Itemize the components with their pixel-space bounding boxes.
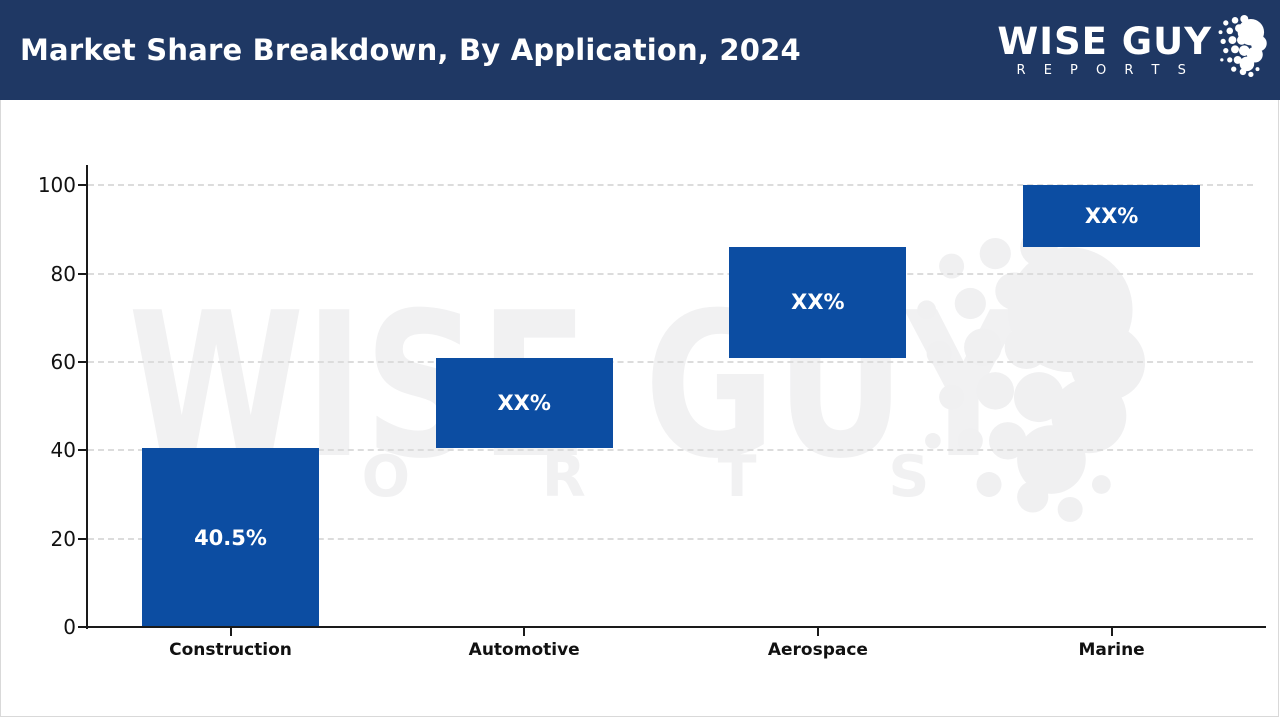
header-bar: Market Share Breakdown, By Application, … [0, 0, 1280, 100]
x-axis [86, 626, 1266, 628]
x-category-label: Construction [169, 640, 292, 660]
y-gridline [88, 537, 1253, 540]
bar: XX% [435, 357, 613, 449]
y-tick-mark [78, 449, 86, 452]
y-gridline [88, 360, 1253, 363]
x-tick-mark [816, 628, 819, 636]
y-tick-mark [78, 537, 86, 540]
x-tick-mark [523, 628, 526, 636]
wiseguy-logo: WISE GUY R E P O R T S [997, 12, 1272, 88]
bar-value-label: XX% [791, 290, 845, 315]
wiseguy-face-icon [1218, 15, 1267, 78]
y-tick-label: 60 [50, 349, 76, 374]
y-gridline [88, 449, 1253, 452]
x-category-label: Automotive [468, 640, 580, 660]
bar-value-label: XX% [497, 390, 551, 415]
y-tick-label: 100 [37, 173, 76, 198]
y-tick-mark [78, 184, 86, 187]
x-tick-mark [229, 628, 232, 636]
bar: XX% [1023, 185, 1201, 248]
y-tick-label: 80 [50, 261, 76, 286]
bar: 40.5% [142, 448, 319, 627]
x-category-label: Aerospace [767, 640, 868, 660]
y-gridline [88, 272, 1253, 275]
y-tick-mark [78, 626, 86, 628]
x-tick-mark [1110, 628, 1113, 636]
y-tick-mark [78, 360, 86, 363]
y-tick-label: 0 [63, 615, 76, 639]
bar-value-label: 40.5% [194, 525, 267, 550]
wiseguy-logo-line2: R E P O R T S [1016, 62, 1193, 78]
y-gridline [88, 184, 1253, 187]
y-axis [86, 165, 88, 629]
wiseguy-logo-line1: WISE GUY [997, 19, 1212, 63]
y-tick-mark [78, 272, 86, 275]
page-title: Market Share Breakdown, By Application, … [20, 33, 801, 67]
wiseguy-logo-text: WISE GUY R E P O R T S [997, 23, 1212, 78]
y-tick-label: 40 [50, 438, 76, 463]
bar-value-label: XX% [1084, 204, 1139, 229]
y-tick-label: 20 [50, 526, 76, 551]
x-category-label: Marine [1078, 640, 1145, 660]
bar: XX% [729, 247, 907, 358]
